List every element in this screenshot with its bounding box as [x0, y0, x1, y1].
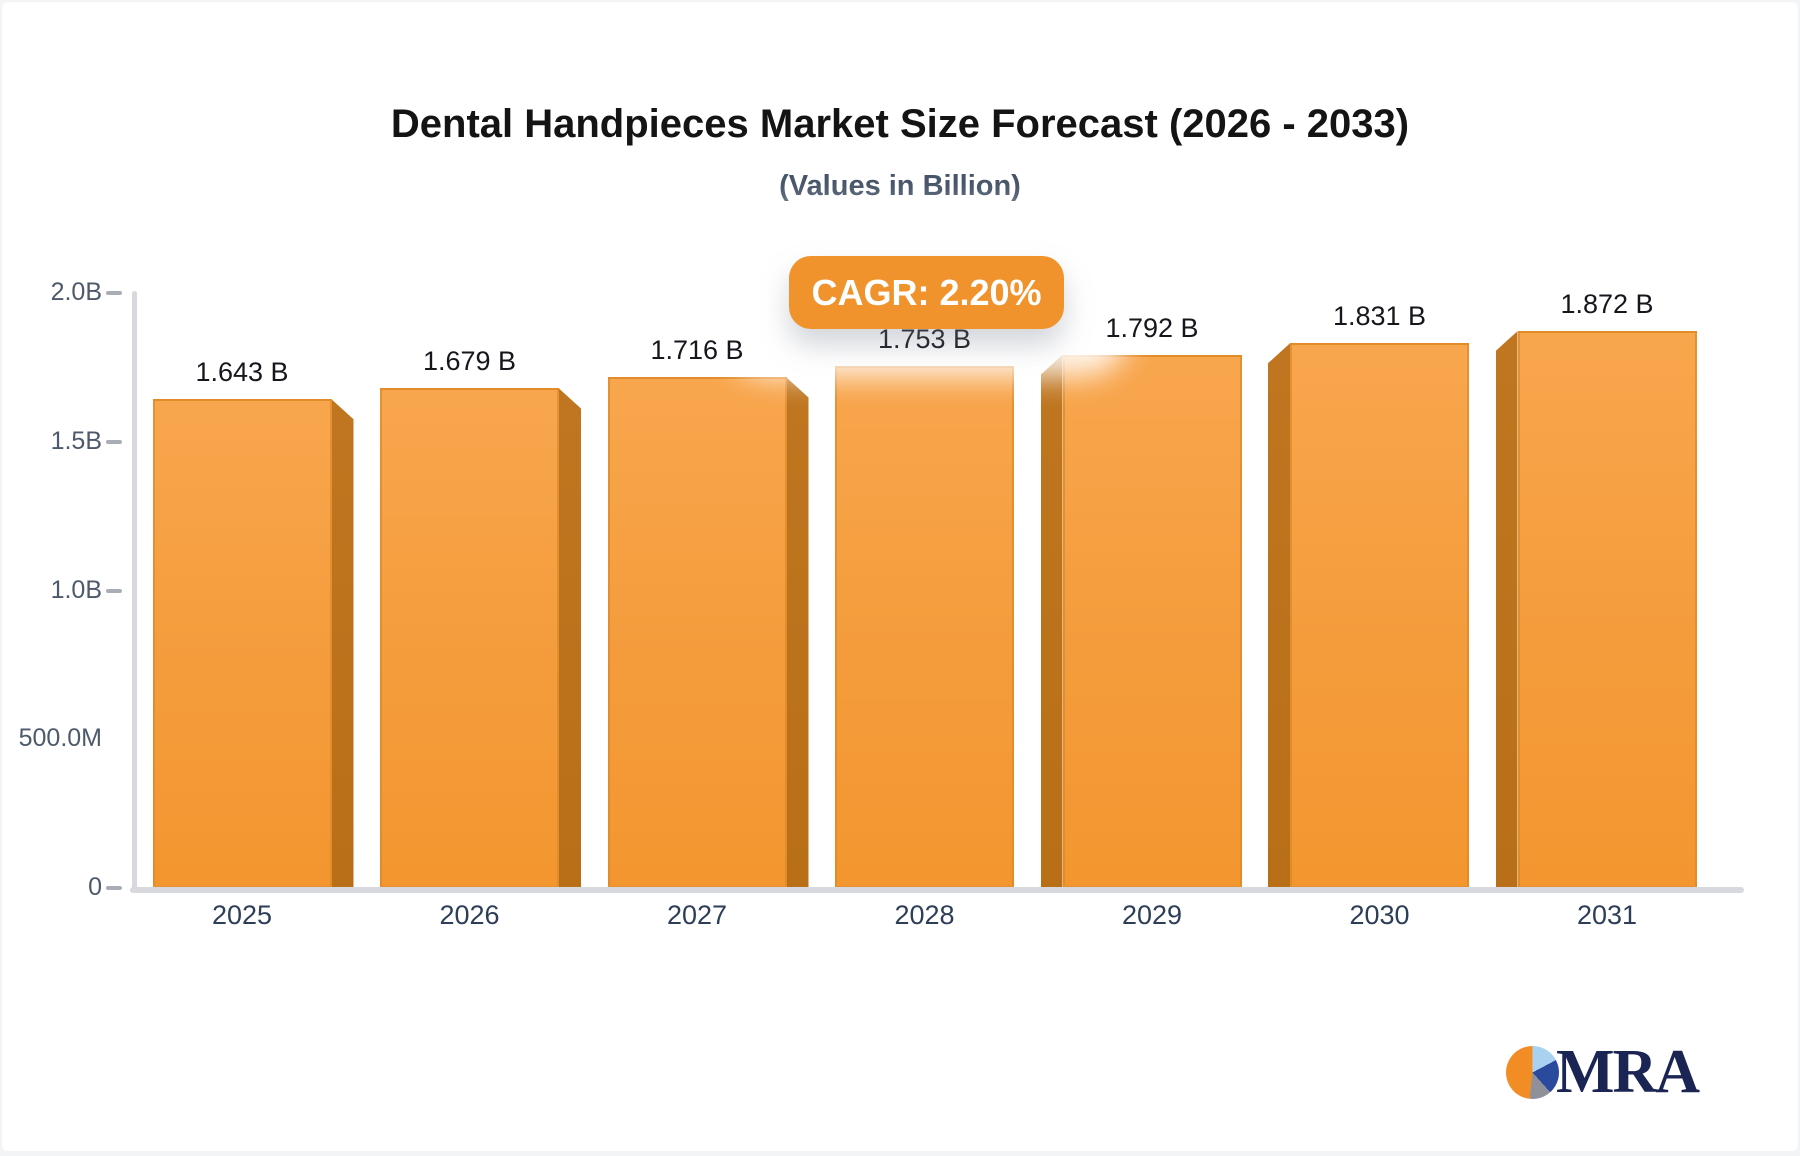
bar: [1290, 343, 1469, 888]
y-axis-tick-label: 0: [88, 873, 102, 901]
x-axis-label: 2028: [894, 900, 955, 930]
bar: [1517, 331, 1697, 888]
bar: [380, 388, 559, 888]
x-axis-label: 2029: [1121, 900, 1183, 930]
bar: [835, 366, 1014, 888]
bar-value-label: 1.792 B: [1105, 312, 1199, 343]
y-axis-tick-label: 500.0M: [18, 724, 102, 753]
x-axis-label: 2030: [1349, 900, 1410, 930]
cagr-badge: CAGR: 2.20%: [789, 256, 1064, 329]
x-axis-label: 2026: [439, 900, 500, 930]
brand-logo: MRA: [1506, 1036, 1700, 1108]
bar: [607, 377, 787, 888]
chart-title: Dental Handpieces Market Size Forecast (…: [390, 102, 1410, 146]
bar: [1062, 354, 1242, 888]
y-axis-line: [132, 291, 137, 892]
x-axis-label: 2031: [1576, 900, 1638, 930]
y-axis-tick-mark: [106, 291, 122, 295]
bar-value-label: 1.716 B: [650, 335, 744, 366]
bar-side: [1495, 331, 1518, 888]
y-axis-tick-mark: [106, 439, 122, 444]
brand-name: MRA: [1556, 1037, 1700, 1106]
bar-value-label: 1.643 B: [195, 357, 289, 388]
bar-side: [786, 377, 809, 888]
y-axis-tick-label: 1.0B: [50, 575, 102, 604]
x-axis-label: 2025: [211, 900, 273, 930]
bar-side: [1268, 343, 1290, 888]
bar-side: [559, 388, 581, 888]
y-axis-tick-label: 2.0B: [50, 278, 102, 306]
x-axis-label: 2027: [666, 900, 728, 930]
pie-chart-logo-icon: [1506, 1045, 1559, 1099]
bar: [152, 399, 332, 888]
bar-value-label: 1.831 B: [1332, 301, 1427, 332]
y-axis-tick-label: 1.5B: [50, 426, 102, 455]
bar-value-label: 1.753 B: [877, 324, 972, 355]
bar-value-label: 1.872 B: [1560, 289, 1654, 320]
bar-side: [1040, 354, 1063, 888]
bar-side: [331, 399, 354, 888]
y-axis-tick-mark: [106, 588, 122, 593]
chart-subtitle: (Values in Billion): [779, 170, 1021, 202]
x-axis-line: [130, 887, 1744, 893]
y-axis-tick-mark: [106, 886, 122, 890]
bar-value-label: 1.679 B: [422, 346, 517, 377]
